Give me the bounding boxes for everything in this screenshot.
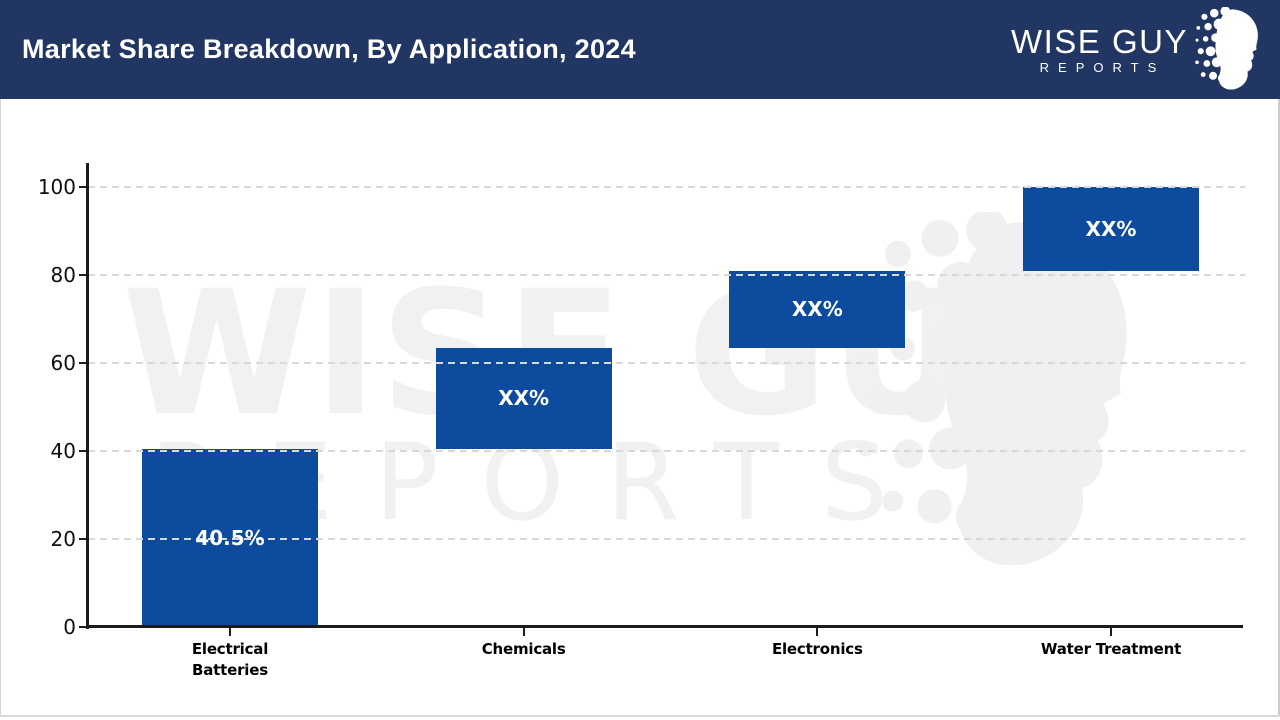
- y-tick-100: [79, 186, 87, 188]
- y-tick-label-40: 40: [50, 439, 76, 463]
- y-tick-40: [79, 450, 87, 452]
- wiseguy-logo: WISE GUY REPORTS: [1011, 6, 1268, 94]
- x-tick-label-chemicals: Chemicals: [481, 640, 566, 658]
- bar-chemicals: [435, 347, 612, 449]
- y-tick-80: [79, 274, 87, 276]
- x-tick-electronics: [816, 628, 819, 636]
- page-title: Market Share Breakdown, By Application, …: [22, 34, 636, 64]
- gridline-20: [88, 538, 1245, 540]
- y-tick-label-0: 0: [63, 615, 76, 639]
- header: Market Share Breakdown, By Application, …: [0, 0, 1280, 99]
- x-tick-electrical-batteries: [229, 628, 231, 636]
- y-tick-label-100: 100: [37, 175, 76, 199]
- y-tick-60: [79, 362, 87, 364]
- bar-label-electrical-batteries: 40.5%: [195, 525, 265, 550]
- bar-electronics: [729, 270, 906, 348]
- y-tick-20: [79, 538, 87, 540]
- dotted-head-watermark-icon: [858, 212, 1127, 566]
- logo-wordmark: WISE GUY: [1010, 22, 1188, 60]
- y-tick-label-80: 80: [50, 263, 76, 287]
- gridline-40: [88, 450, 1245, 452]
- y-tick-0: [79, 626, 87, 628]
- bar-label-water-treatment: XX%: [1085, 216, 1137, 241]
- y-tick-label-20: 20: [50, 527, 76, 551]
- logo-text: WISE GUY REPORTS: [1010, 22, 1188, 76]
- y-axis-line: [86, 163, 89, 629]
- gridline-80: [88, 274, 1245, 276]
- dotted-head-logo-icon: [1195, 7, 1258, 90]
- page-bottom-border: [0, 715, 1280, 717]
- gridline-60: [88, 362, 1245, 364]
- logo-subtext: REPORTS: [1039, 60, 1166, 76]
- gridline-100: [88, 186, 1245, 188]
- x-tick-label-water-treatment: Water Treatment: [1040, 640, 1182, 658]
- bar-electrical-batteries: [142, 448, 318, 627]
- x-axis-line: [86, 625, 1243, 628]
- bar-label-chemicals: XX%: [498, 386, 550, 411]
- page-left-border: [0, 99, 1, 717]
- x-tick-label-electrical-batteries: Electrical Batteries: [191, 640, 269, 680]
- page-right-border: [1278, 99, 1280, 717]
- x-tick-water-treatment: [1110, 628, 1112, 636]
- x-tick-chemicals: [522, 628, 525, 636]
- x-tick-label-electronics: Electronics: [771, 640, 863, 658]
- bar-water-treatment: [1023, 187, 1199, 271]
- y-tick-label-60: 60: [50, 351, 76, 375]
- bar-label-electronics: XX%: [791, 297, 843, 322]
